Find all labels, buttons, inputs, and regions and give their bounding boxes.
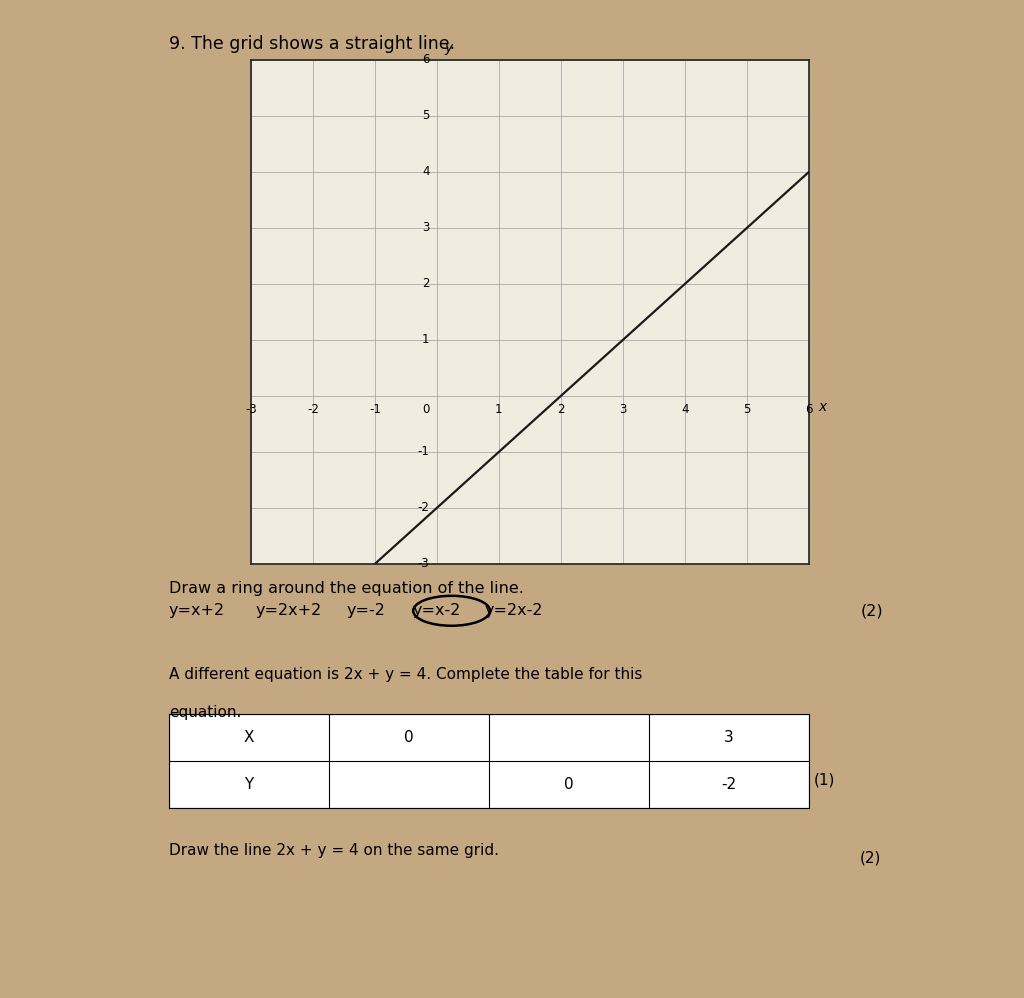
- Text: x: x: [818, 400, 826, 414]
- Text: X: X: [244, 730, 254, 745]
- Text: 2: 2: [557, 402, 564, 415]
- Text: y=2x-2: y=2x-2: [484, 603, 543, 619]
- Text: 3: 3: [422, 222, 429, 235]
- Text: Draw the line 2x + y = 4 on the same grid.: Draw the line 2x + y = 4 on the same gri…: [169, 843, 499, 858]
- Text: 0: 0: [404, 730, 414, 745]
- Text: (1): (1): [814, 772, 836, 787]
- Text: 4: 4: [422, 166, 429, 179]
- Text: 9. The grid shows a straight line.: 9. The grid shows a straight line.: [169, 35, 455, 53]
- Text: 5: 5: [743, 402, 751, 415]
- Text: -3: -3: [245, 402, 257, 415]
- Text: y: y: [444, 41, 453, 56]
- Text: (2): (2): [860, 850, 882, 865]
- Text: 1: 1: [422, 333, 429, 346]
- Text: 5: 5: [422, 110, 429, 123]
- Text: 2: 2: [422, 277, 429, 290]
- Text: 6: 6: [422, 53, 429, 67]
- Text: 1: 1: [496, 402, 503, 415]
- Text: 0: 0: [564, 777, 573, 792]
- Text: y=2x+2: y=2x+2: [256, 603, 323, 619]
- Text: Draw a ring around the equation of the line.: Draw a ring around the equation of the l…: [169, 581, 524, 596]
- Text: 3: 3: [620, 402, 627, 415]
- Text: 4: 4: [681, 402, 689, 415]
- Text: -2: -2: [307, 402, 318, 415]
- Text: -1: -1: [369, 402, 381, 415]
- Text: y=-2: y=-2: [346, 603, 385, 619]
- Text: 6: 6: [805, 402, 813, 415]
- Text: (2): (2): [860, 603, 883, 619]
- Text: -3: -3: [418, 557, 429, 571]
- Text: y=x-2: y=x-2: [413, 603, 461, 619]
- Text: 3: 3: [724, 730, 734, 745]
- Text: A different equation is 2x + y = 4. Complete the table for this: A different equation is 2x + y = 4. Comp…: [169, 667, 642, 682]
- Text: 0: 0: [422, 402, 429, 415]
- Text: -2: -2: [721, 777, 736, 792]
- Text: -1: -1: [418, 445, 429, 458]
- Text: equation.: equation.: [169, 705, 242, 720]
- Text: -2: -2: [418, 501, 429, 514]
- Text: Y: Y: [245, 777, 254, 792]
- Text: y=x+2: y=x+2: [169, 603, 225, 619]
